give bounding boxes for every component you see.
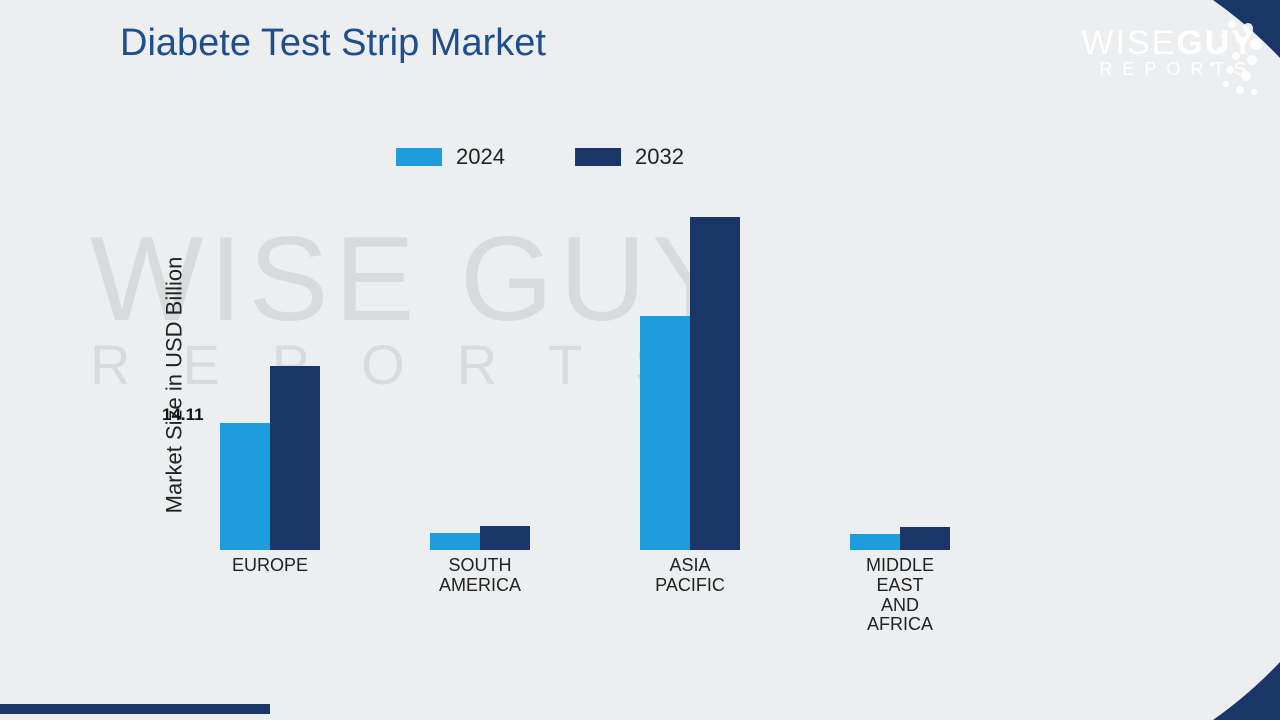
chart-title: Diabete Test Strip Market — [120, 22, 546, 65]
legend-label-2032: 2032 — [635, 144, 684, 170]
bar-s2032 — [900, 527, 950, 550]
legend-swatch-2024 — [396, 148, 442, 166]
bar-s2032 — [270, 366, 320, 551]
plot-area: EUROPE14.11 SOUTHAMERICA ASIAPACIFIC MIDDLE… — [160, 190, 990, 550]
legend-item-2032: 2032 — [575, 144, 684, 170]
legend-swatch-2032 — [575, 148, 621, 166]
bar-s2024 — [430, 533, 480, 550]
category-label: EUROPE — [195, 556, 345, 576]
value-annotation: 14.11 — [162, 405, 204, 425]
footer-accent-bar — [0, 704, 270, 714]
logo-word1: WISE — [1081, 24, 1176, 62]
bar-group: MIDDLEEASTANDAFRICA — [830, 190, 970, 550]
legend: 2024 2032 — [396, 144, 684, 170]
bar-chart: Market Size in USD Billion 2024 2032 EUR… — [90, 150, 990, 620]
bar-group: ASIAPACIFIC — [620, 190, 760, 550]
head-dots-icon — [1182, 18, 1262, 108]
bar-s2024 — [850, 534, 900, 550]
category-label: MIDDLEEASTANDAFRICA — [825, 556, 975, 635]
bar-s2032 — [690, 217, 740, 550]
category-label: SOUTHAMERICA — [405, 556, 555, 596]
bar-s2032 — [480, 526, 530, 550]
chart-canvas: WISE GUY REPORTS WISEGUY REPORTS Diabete… — [0, 0, 1280, 720]
bar-group: SOUTHAMERICA — [410, 190, 550, 550]
category-label: ASIAPACIFIC — [615, 556, 765, 596]
bar-s2024 — [220, 423, 270, 550]
legend-label-2024: 2024 — [456, 144, 505, 170]
brand-logo: WISEGUY REPORTS — [996, 24, 1256, 80]
bar-s2024 — [640, 316, 690, 550]
legend-item-2024: 2024 — [396, 144, 505, 170]
bar-group: EUROPE14.11 — [200, 190, 340, 550]
